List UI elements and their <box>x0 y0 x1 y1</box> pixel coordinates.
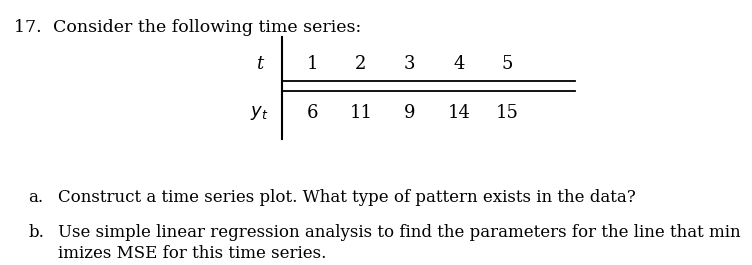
Text: 5: 5 <box>502 55 514 73</box>
Text: 2: 2 <box>355 55 367 73</box>
Text: 17.: 17. <box>14 19 47 36</box>
Text: 11: 11 <box>350 104 372 122</box>
Text: 4: 4 <box>453 55 465 73</box>
Text: Use simple linear regression analysis to find the parameters for the line that m: Use simple linear regression analysis to… <box>58 224 741 241</box>
Text: 14: 14 <box>447 104 470 122</box>
Text: 1: 1 <box>306 55 318 73</box>
Text: t: t <box>256 55 263 73</box>
Text: Consider the following time series:: Consider the following time series: <box>53 19 361 36</box>
Text: 15: 15 <box>496 104 519 122</box>
Text: a.: a. <box>29 189 44 206</box>
Text: 3: 3 <box>404 55 416 73</box>
Text: 6: 6 <box>306 104 318 122</box>
Text: b.: b. <box>29 224 44 241</box>
Text: 9: 9 <box>404 104 416 122</box>
Text: Construct a time series plot. What type of pattern exists in the data?: Construct a time series plot. What type … <box>58 189 635 206</box>
Text: imizes MSE for this time series.: imizes MSE for this time series. <box>58 245 326 262</box>
Text: $y_t$: $y_t$ <box>250 104 268 122</box>
